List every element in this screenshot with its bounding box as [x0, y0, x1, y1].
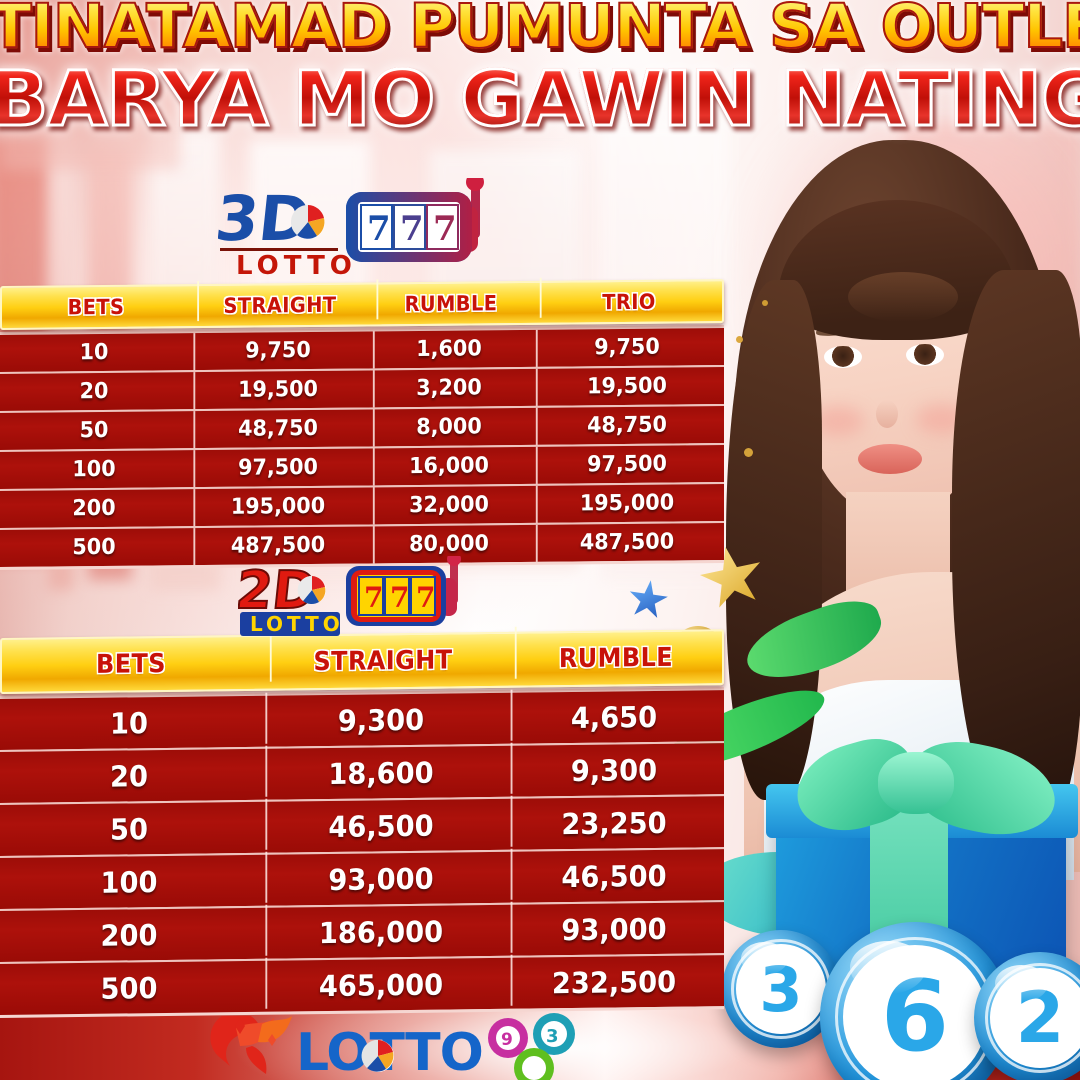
cell-straight: 46,500 — [265, 807, 496, 844]
confetti-dot — [736, 336, 743, 343]
cell-rumble: 1,600 — [373, 336, 525, 362]
table-2d-lotto-payout: BETS STRAIGHT RUMBLE 10 9,300 4,650 20 1… — [0, 629, 724, 1018]
table-row: 50 46,500 23,250 — [0, 796, 724, 858]
cell-bets: 20 — [110, 758, 148, 794]
cell-rumble: 16,000 — [373, 453, 525, 479]
svg-text:7: 7 — [400, 209, 424, 249]
cell-straight: 186,000 — [265, 913, 496, 950]
cell-rumble: 9,300 — [511, 752, 718, 789]
cell-rumble: 32,000 — [373, 492, 525, 518]
table-row: 100 93,000 46,500 — [0, 849, 724, 911]
table-row: 10 9,300 4,650 — [0, 690, 724, 752]
cell-straight: 48,750 — [193, 416, 362, 443]
logo-3d-word: LOTTO — [236, 251, 357, 278]
svg-text:7: 7 — [364, 581, 383, 614]
svg-text:3: 3 — [546, 1026, 559, 1047]
column-header-straight: STRAIGHT — [270, 645, 496, 678]
logo-2d-digits: 2D — [238, 561, 319, 621]
cell-bets: 200 — [72, 495, 116, 522]
cell-straight: 9,300 — [265, 701, 496, 738]
svg-text:7: 7 — [367, 209, 391, 249]
cell-rumble: 80,000 — [373, 531, 525, 557]
cell-straight: 93,000 — [265, 860, 496, 897]
column-header-bets: BETS — [96, 648, 166, 680]
column-header-trio: TRIO — [540, 289, 718, 315]
cell-bets: 100 — [100, 864, 158, 900]
cell-straight: 195,000 — [193, 494, 362, 521]
cell-trio: 97,500 — [536, 451, 718, 478]
cell-straight: 9,750 — [193, 338, 362, 365]
cell-bets: 500 — [100, 970, 158, 1006]
cell-straight: 18,600 — [265, 754, 496, 791]
svg-text:7: 7 — [433, 209, 457, 249]
cell-bets: 200 — [100, 917, 158, 953]
svg-text:7: 7 — [416, 581, 435, 614]
logo-footer-lotto: LOTTO — [200, 1011, 560, 1080]
logo-3d-lotto: 3D LOTTO 7 7 — [212, 173, 508, 281]
column-header-straight: STRAIGHT — [197, 293, 363, 319]
cell-trio: 48,750 — [536, 412, 718, 439]
logo-2d-word: LOTTO — [250, 612, 344, 636]
table-body: 10 9,300 4,650 20 18,600 9,300 50 46,500… — [0, 687, 724, 1018]
cell-rumble: 46,500 — [511, 858, 718, 895]
cell-bets: 100 — [72, 456, 116, 483]
cell-rumble: 232,500 — [511, 964, 718, 1001]
svg-text:9: 9 — [501, 1030, 513, 1050]
column-header-rumble: RUMBLE — [515, 642, 717, 674]
cell-bets: 10 — [79, 339, 109, 366]
headline-line-1: TINATAMAD PUMUNTA SA OUTLET? — [0, 0, 1080, 58]
confetti-dot — [762, 300, 768, 306]
cell-bets: 20 — [79, 378, 109, 405]
table-row: 20 18,600 9,300 — [0, 743, 724, 805]
table-header-row: BETS STRAIGHT RUMBLE TRIO — [0, 279, 724, 330]
cell-rumble: 8,000 — [373, 414, 525, 440]
headline-line-2: BARYA MO GAWIN NATING 9,750! — [0, 59, 1080, 138]
column-header-bets: BETS — [67, 294, 125, 320]
column-header-rumble: RUMBLE — [376, 291, 525, 316]
headline: TINATAMAD PUMUNTA SA OUTLET? BARYA MO GA… — [0, 0, 1080, 138]
lottery-ball-2: 2 — [974, 952, 1080, 1080]
cell-straight: 465,000 — [265, 966, 496, 1003]
model-photo — [720, 120, 1080, 1020]
cell-rumble: 23,250 — [511, 805, 718, 842]
cell-straight: 19,500 — [193, 377, 362, 404]
cell-bets: 50 — [79, 417, 109, 444]
cell-trio: 195,000 — [536, 490, 718, 517]
cell-trio: 9,750 — [536, 334, 718, 361]
table-row: 200 186,000 93,000 — [0, 902, 724, 964]
cell-bets: 10 — [110, 705, 148, 741]
table-body: 10 9,750 1,600 9,750 20 19,500 3,200 19,… — [0, 325, 724, 570]
cell-bets: 500 — [72, 534, 116, 561]
footer-lottery-balls: 9 3 — [480, 1012, 600, 1080]
cell-rumble: 93,000 — [511, 911, 718, 948]
table-3d-lotto-payout: BETS STRAIGHT RUMBLE TRIO 10 9,750 1,600… — [0, 279, 724, 570]
svg-text:7: 7 — [390, 581, 409, 614]
cell-rumble: 3,200 — [373, 375, 525, 401]
confetti-dot — [744, 448, 753, 457]
cell-bets: 50 — [110, 811, 148, 847]
table-row: 500 465,000 232,500 — [0, 955, 724, 1018]
cell-rumble: 4,650 — [511, 699, 718, 736]
cell-trio: 19,500 — [536, 373, 718, 400]
cell-trio: 487,500 — [536, 529, 718, 556]
lottery-ball-3: 3 — [722, 930, 840, 1048]
cell-straight: 97,500 — [193, 455, 362, 482]
